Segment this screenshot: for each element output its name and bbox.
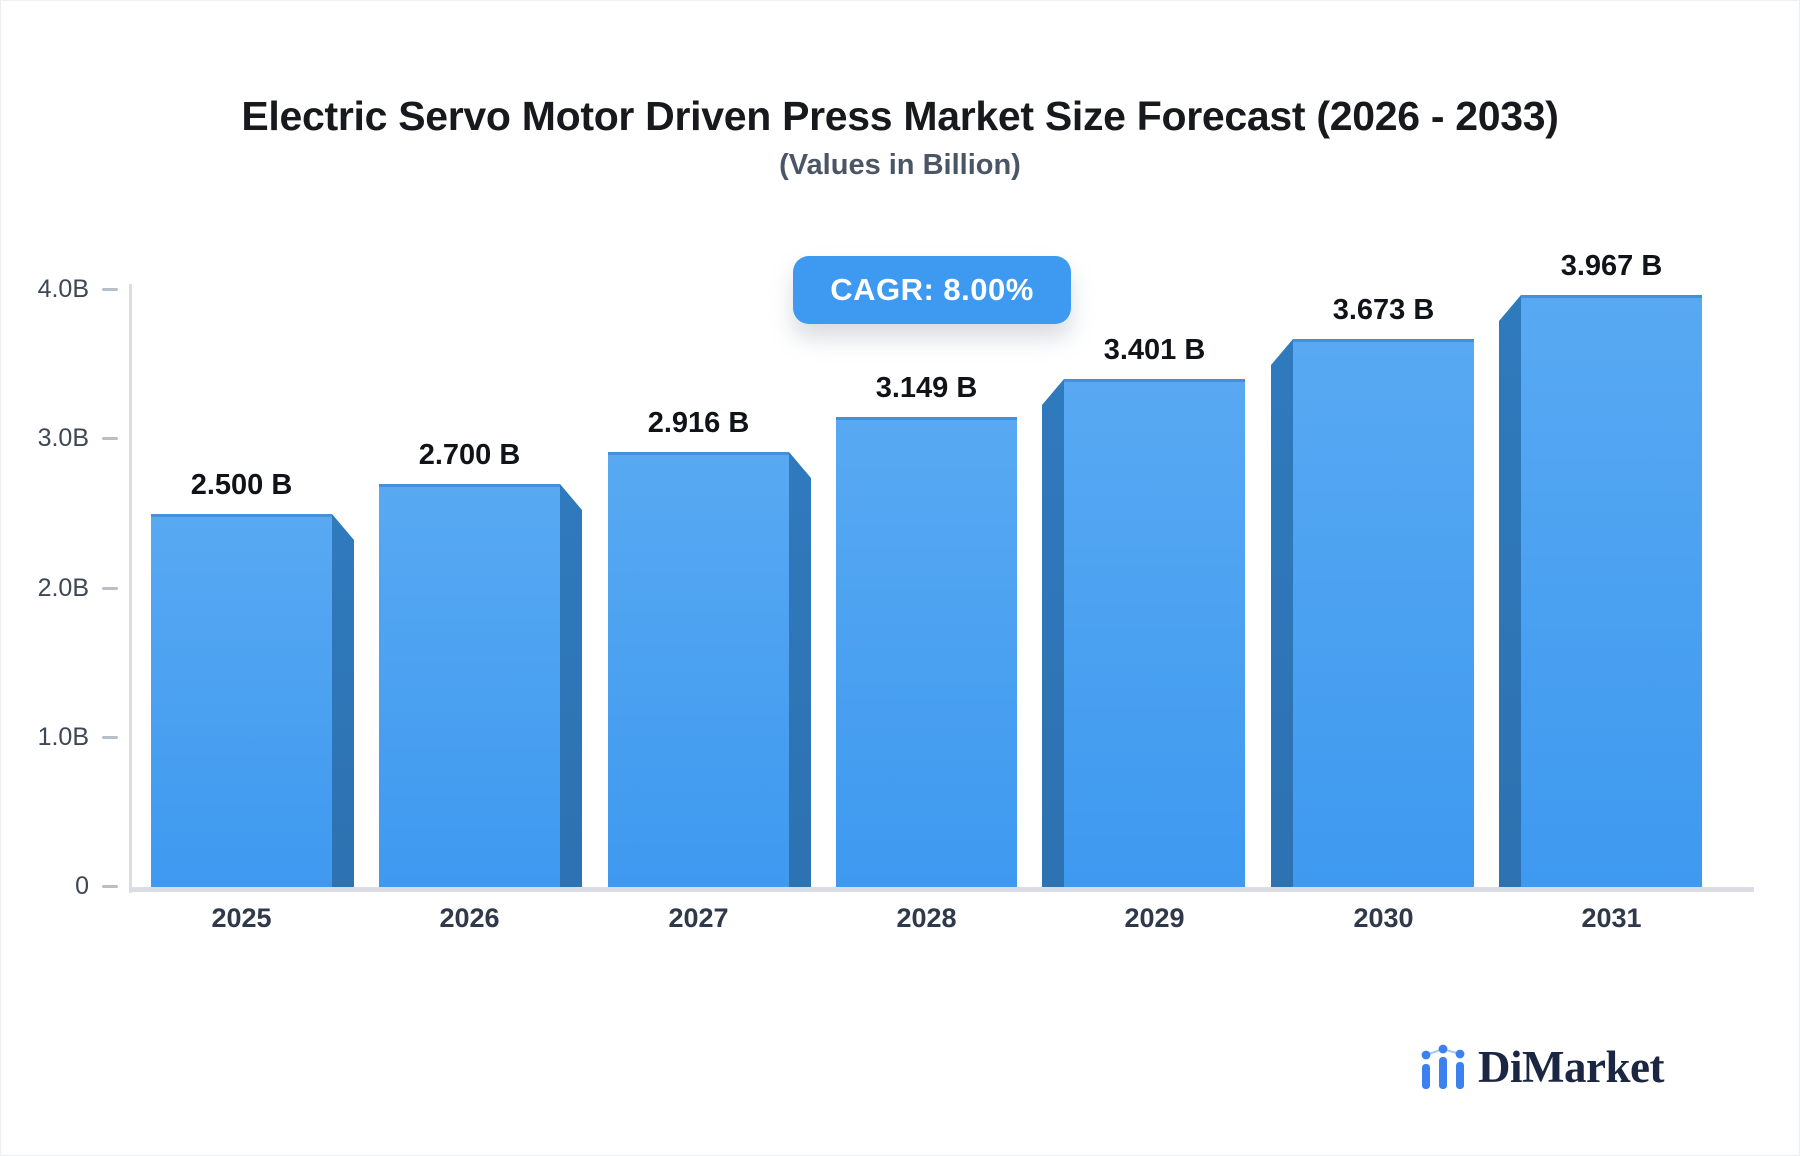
- bar-side: [560, 484, 582, 887]
- bar-value-label: 2.916 B: [647, 407, 750, 439]
- bar-value-label: 2.500 B: [190, 469, 293, 501]
- bar-2028: [836, 417, 1017, 887]
- y-tick-dash: [102, 288, 118, 291]
- bar-value-label: 3.967 B: [1560, 250, 1663, 282]
- chart-title: Electric Servo Motor Driven Press Market…: [241, 93, 1559, 139]
- bar-value-label: 3.401 B: [1103, 334, 1206, 366]
- y-tick-label: 2.0B: [37, 573, 89, 602]
- bar-side: [1042, 379, 1064, 887]
- x-axis-line: [129, 887, 1754, 892]
- y-axis-line: [129, 284, 132, 893]
- bar-side: [1271, 339, 1293, 887]
- x-tick-label: 2030: [1353, 903, 1414, 933]
- x-tick-label: 2026: [439, 903, 500, 933]
- brand-logo: DiMarket: [1421, 1043, 1664, 1091]
- bar-2029: [1064, 379, 1245, 887]
- bar-2025: [151, 514, 332, 887]
- cagr-badge-label: CAGR: 8.00%: [830, 272, 1034, 307]
- y-tick-label: 3.0B: [37, 424, 89, 453]
- y-tick-dash: [102, 735, 118, 739]
- bar-2030: [1293, 339, 1474, 887]
- x-tick-label: 2028: [896, 903, 957, 933]
- bar-2031: [1521, 295, 1702, 887]
- chart-subtitle: (Values in Billion): [779, 149, 1021, 181]
- dimarket-logo-icon: [1421, 1044, 1465, 1089]
- y-tick-dash: [102, 586, 118, 590]
- bar-side: [789, 452, 811, 887]
- y-tick-label: 4.0B: [37, 275, 89, 303]
- y-tick-dash: [102, 437, 118, 441]
- y-tick-label: 1.0B: [37, 722, 89, 751]
- bar-value-label: 3.149 B: [875, 372, 978, 404]
- x-tick-label: 2031: [1581, 903, 1642, 933]
- bar-value-label: 2.700 B: [418, 439, 521, 471]
- y-tick-dash: [102, 885, 118, 888]
- y-tick-label: 0: [75, 872, 89, 900]
- bar-value-label: 3.673 B: [1332, 294, 1435, 326]
- x-tick-label: 2025: [211, 903, 272, 933]
- bar-2026: [379, 484, 560, 887]
- bar-2027: [608, 452, 789, 887]
- cagr-badge: CAGR: 8.00%: [793, 256, 1071, 324]
- bar-side: [1499, 295, 1521, 887]
- bar-side: [332, 514, 354, 887]
- x-tick-label: 2027: [668, 903, 729, 933]
- x-tick-label: 2029: [1124, 903, 1185, 933]
- brand-name: DiMarket: [1478, 1042, 1664, 1092]
